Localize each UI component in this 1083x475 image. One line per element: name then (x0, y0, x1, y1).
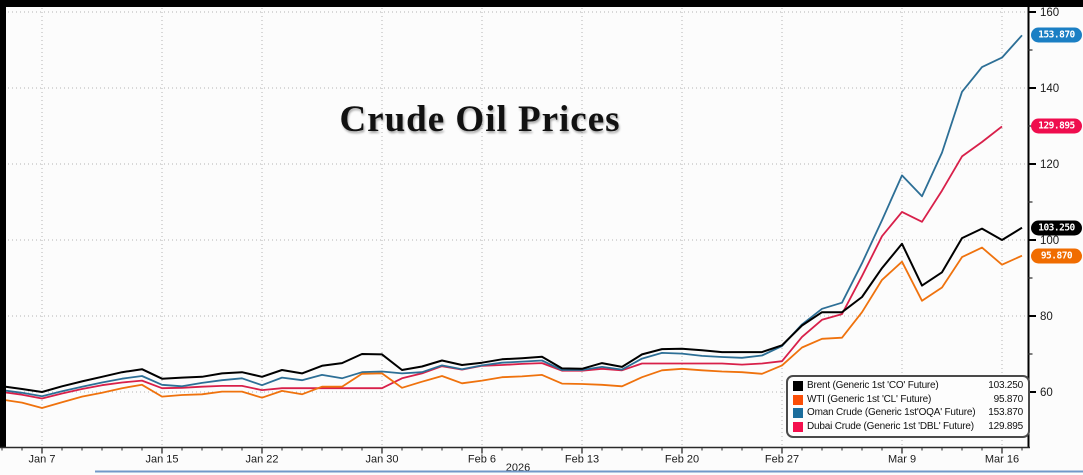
legend-value: 153.870 (988, 407, 1023, 419)
y-tick-label: 140 (1040, 83, 1059, 95)
x-tick-label: Mar 9 (888, 454, 916, 466)
y-tick-label: 80 (1040, 311, 1053, 323)
series-line-wti (1, 246, 1023, 409)
x-tick-label: Jan 7 (29, 454, 56, 466)
y-tick-label: 160 (1040, 7, 1059, 19)
price-tag-brent: 103.250 (1031, 220, 1082, 236)
legend-value: 103.250 (988, 380, 1023, 392)
legend-item-dubai-crude: Dubai Crude (Generic 1st 'DBL' Future) 1… (793, 421, 1023, 433)
legend-value: 95.870 (993, 393, 1024, 405)
legend-item-oman-crude: Oman Crude (Generic 1st'OQA' Future) 153… (793, 407, 1023, 419)
x-tick-label: Feb 13 (565, 454, 599, 466)
x-tick-label: Feb 6 (468, 454, 496, 466)
series-line-brent (1, 226, 1023, 393)
legend-value: 129.895 (988, 420, 1023, 432)
bottom-rule (95, 470, 1083, 473)
legend-label: WTI (Generic 1st 'CL' Future) (807, 393, 932, 405)
x-tick-label: Jan 30 (365, 454, 398, 466)
legend-item-wti: WTI (Generic 1st 'CL' Future) 95.870 (793, 394, 1023, 406)
y-tick-label: 120 (1040, 159, 1059, 171)
legend-label: Dubai Crude (Generic 1st 'DBL' Future) (807, 420, 974, 432)
top-frame-bar (0, 0, 1083, 7)
legend-label: Oman Crude (Generic 1st'OQA' Future) (807, 407, 976, 419)
legend-item-brent: Brent (Generic 1st 'CO' Future) 103.250 (793, 380, 1023, 392)
x-tick-label: Jan 22 (245, 454, 278, 466)
series-line-dubai-crude (1, 125, 1003, 400)
y-tick-label: 100 (1040, 235, 1059, 247)
series-line-oman-crude (1, 34, 1023, 398)
y-tick-label: 60 (1040, 387, 1053, 399)
price-tag-dubai-crude: 129.895 (1031, 118, 1082, 134)
brent-swatch-icon (793, 381, 803, 392)
x-tick-label: Feb 27 (765, 454, 799, 466)
legend-label: Brent (Generic 1st 'CO' Future) (807, 380, 939, 392)
price-tag-oman-crude: 153.870 (1031, 27, 1082, 43)
legend: Brent (Generic 1st 'CO' Future) 103.250 … (786, 375, 1030, 438)
oman-crude-swatch-icon (793, 408, 803, 419)
dubai-crude-swatch-icon (793, 421, 803, 432)
price-tag-wti: 95.870 (1031, 248, 1082, 264)
chart-title: Crude Oil Prices (339, 99, 621, 140)
x-tick-label: Jan 15 (145, 454, 178, 466)
wti-swatch-icon (793, 394, 803, 405)
left-frame-bar (0, 0, 6, 448)
x-tick-label: Feb 20 (665, 454, 699, 466)
x-tick-label: Mar 16 (985, 454, 1019, 466)
